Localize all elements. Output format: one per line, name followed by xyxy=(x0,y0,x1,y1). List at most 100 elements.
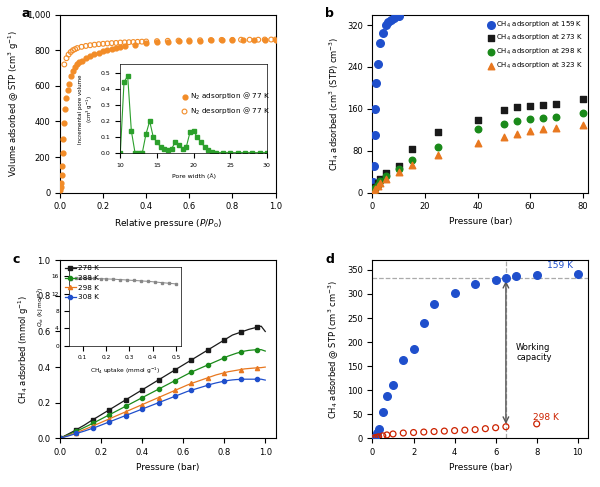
N$_2$ adsorption @ 77 K xyxy=(94,49,104,56)
278 K xyxy=(262,329,269,335)
278 K xyxy=(56,435,64,441)
Point xyxy=(374,425,383,432)
278 K xyxy=(257,323,265,329)
X-axis label: Pressure (bar): Pressure (bar) xyxy=(449,217,512,226)
288 K xyxy=(253,347,260,353)
N$_2$ desorption @ 77 K xyxy=(206,36,215,44)
CH$_4$ adsorption at 273 K xyxy=(539,101,548,109)
Line: 298 K: 298 K xyxy=(58,365,268,440)
Point xyxy=(501,423,511,431)
Point xyxy=(532,271,541,279)
Legend: 278 K, 288 K, 298 K, 308 K: 278 K, 288 K, 298 K, 308 K xyxy=(64,264,100,302)
N$_2$ desorption @ 77 K xyxy=(103,39,112,47)
Point xyxy=(372,433,382,441)
N$_2$ desorption @ 77 K xyxy=(70,45,80,53)
N$_2$ adsorption @ 77 K xyxy=(152,38,162,46)
CH$_4$ adsorption at 323 K xyxy=(373,183,383,190)
N$_2$ desorption @ 77 K xyxy=(217,36,226,44)
CH$_4$ adsorption at 273 K xyxy=(551,100,561,108)
N$_2$ adsorption @ 77 K xyxy=(195,37,205,44)
CH$_4$ adsorption at 159 K xyxy=(368,184,378,191)
N$_2$ adsorption @ 77 K xyxy=(271,36,280,43)
Y-axis label: CH$_4$ adsorbed @ STP (cm$^3$ cm$^{-3}$): CH$_4$ adsorbed @ STP (cm$^3$ cm$^{-3}$) xyxy=(327,280,341,419)
N$_2$ adsorption @ 77 K xyxy=(81,54,91,62)
288 K xyxy=(56,435,64,441)
CH$_4$ adsorption at 298 K xyxy=(394,165,404,172)
CH$_4$ adsorption at 273 K xyxy=(373,179,383,187)
N$_2$ adsorption @ 77 K xyxy=(62,94,71,102)
X-axis label: Relative pressure ($P/P_0$): Relative pressure ($P/P_0$) xyxy=(114,217,222,230)
N$_2$ adsorption @ 77 K xyxy=(107,45,116,53)
Point xyxy=(374,433,383,441)
N$_2$ adsorption @ 77 K xyxy=(185,37,194,45)
N$_2$ desorption @ 77 K xyxy=(133,38,142,46)
N$_2$ adsorption @ 77 K xyxy=(73,60,82,68)
CH$_4$ adsorption at 273 K xyxy=(526,102,535,110)
N$_2$ adsorption @ 77 K xyxy=(89,50,99,58)
CH$_4$ adsorption at 159 K xyxy=(368,187,377,195)
N$_2$ adsorption @ 77 K xyxy=(206,37,215,44)
CH$_4$ adsorption at 159 K xyxy=(383,19,393,26)
N$_2$ adsorption @ 77 K xyxy=(57,171,67,179)
N$_2$ desorption @ 77 K xyxy=(107,39,116,47)
308 K xyxy=(262,377,269,383)
N$_2$ adsorption @ 77 K xyxy=(111,44,121,52)
CH$_4$ adsorption at 273 K xyxy=(394,163,404,170)
N$_2$ adsorption @ 77 K xyxy=(217,37,226,44)
Point xyxy=(429,428,439,435)
Point xyxy=(382,431,392,439)
Text: a: a xyxy=(21,7,30,20)
N$_2$ adsorption @ 77 K xyxy=(68,67,78,75)
N$_2$ adsorption @ 77 K xyxy=(77,56,86,64)
CH$_4$ adsorption at 323 K xyxy=(539,125,548,133)
N$_2$ desorption @ 77 K xyxy=(185,37,194,44)
278 K xyxy=(122,397,129,403)
N$_2$ desorption @ 77 K xyxy=(73,44,82,52)
CH$_4$ adsorption at 159 K xyxy=(394,12,404,20)
N$_2$ adsorption @ 77 K xyxy=(74,58,84,66)
Point xyxy=(398,429,408,437)
N$_2$ desorption @ 77 K xyxy=(142,37,151,45)
CH$_4$ adsorption at 298 K xyxy=(578,109,587,117)
N$_2$ adsorption @ 77 K xyxy=(70,63,80,71)
CH$_4$ adsorption at 323 K xyxy=(394,168,404,176)
Point xyxy=(398,356,408,364)
N$_2$ adsorption @ 77 K xyxy=(59,119,69,127)
N$_2$ desorption @ 77 K xyxy=(236,36,246,44)
Point xyxy=(378,408,388,416)
308 K xyxy=(122,412,129,418)
298 K xyxy=(192,379,199,385)
N$_2$ adsorption @ 77 K xyxy=(55,187,65,194)
Point xyxy=(409,345,418,353)
CH$_4$ adsorption at 298 K xyxy=(369,187,379,195)
Legend: CH$_4$ adsorption at 159 K, CH$_4$ adsorption at 273 K, CH$_4$ adsorption at 298: CH$_4$ adsorption at 159 K, CH$_4$ adsor… xyxy=(486,18,584,72)
N$_2$ desorption @ 77 K xyxy=(120,38,130,46)
CH$_4$ adsorption at 298 K xyxy=(433,143,443,151)
N$_2$ desorption @ 77 K xyxy=(111,39,121,47)
N$_2$ desorption @ 77 K xyxy=(128,38,138,46)
N$_2$ adsorption @ 77 K xyxy=(61,105,70,113)
CH$_4$ adsorption at 159 K xyxy=(376,39,385,47)
N$_2$ desorption @ 77 K xyxy=(85,41,95,49)
298 K xyxy=(56,435,64,441)
N$_2$ adsorption @ 77 K xyxy=(174,37,184,45)
N$_2$ desorption @ 77 K xyxy=(89,41,99,49)
288 K xyxy=(192,367,199,373)
Point xyxy=(532,420,541,428)
N$_2$ adsorption @ 77 K xyxy=(66,72,76,80)
278 K xyxy=(101,410,109,415)
N$_2$ adsorption @ 77 K xyxy=(120,42,130,50)
CH$_4$ adsorption at 159 K xyxy=(371,79,381,87)
Text: d: d xyxy=(325,253,334,266)
CH$_4$ adsorption at 298 K xyxy=(473,125,482,132)
CH$_4$ adsorption at 273 K xyxy=(473,116,482,124)
Point xyxy=(573,270,583,278)
N$_2$ desorption @ 77 K xyxy=(137,38,146,46)
CH$_4$ adsorption at 323 K xyxy=(512,130,522,138)
CH$_4$ adsorption at 323 K xyxy=(407,162,417,169)
Line: 278 K: 278 K xyxy=(58,324,268,440)
N$_2$ desorption @ 77 K xyxy=(98,40,108,48)
CH$_4$ adsorption at 159 K xyxy=(373,60,383,68)
Point xyxy=(470,426,480,433)
N$_2$ desorption @ 77 K xyxy=(116,38,125,46)
